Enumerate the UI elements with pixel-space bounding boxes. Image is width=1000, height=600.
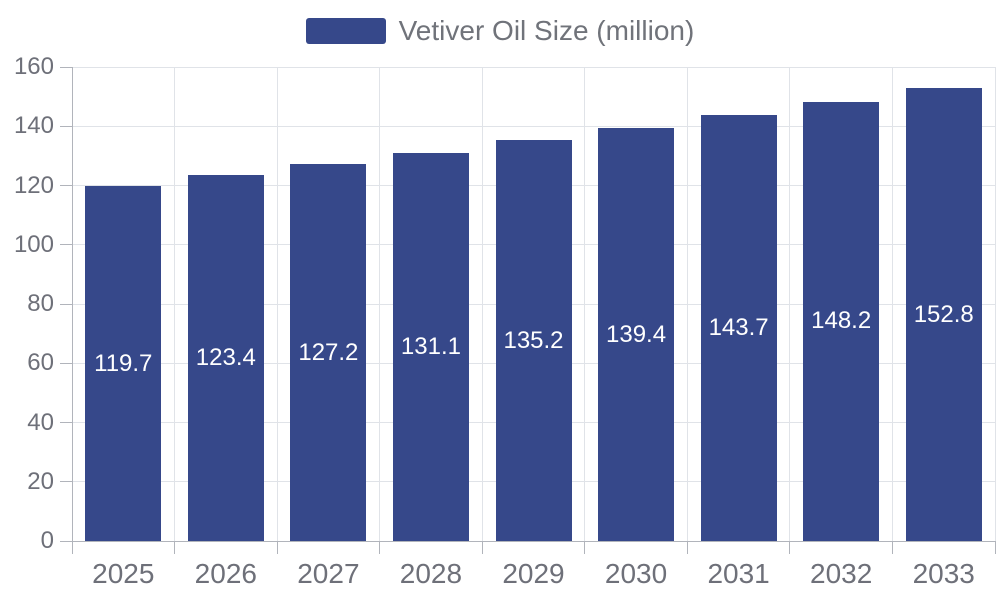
y-axis-tick bbox=[60, 185, 72, 186]
x-tick-label: 2026 bbox=[194, 558, 257, 589]
x-tick-label: 2033 bbox=[912, 558, 975, 589]
x-gridline bbox=[584, 67, 586, 541]
y-axis-tick bbox=[60, 362, 72, 364]
x-gridline bbox=[686, 67, 688, 541]
y-axis-tick bbox=[60, 481, 72, 483]
bar[interactable]: 127.2 bbox=[290, 164, 367, 541]
y-tick-label: 100 bbox=[13, 230, 54, 258]
y-axis-tick bbox=[60, 244, 72, 246]
x-tick-label: 2030 bbox=[604, 558, 668, 589]
bar[interactable]: 131.1 bbox=[392, 152, 469, 541]
bar-value-label: 148.2 bbox=[811, 307, 872, 335]
y-tick-label: 160 bbox=[13, 53, 54, 80]
y-tick-label: 20 bbox=[27, 467, 54, 495]
y-gridline bbox=[72, 125, 995, 127]
x-gridline bbox=[789, 67, 791, 541]
x-tick-label: 2032 bbox=[810, 558, 873, 589]
y-gridline bbox=[72, 66, 995, 68]
bar[interactable]: 119.7 bbox=[85, 186, 162, 541]
y-axis-tick bbox=[60, 66, 72, 68]
y-axis-tick bbox=[60, 303, 72, 305]
bar-value-label: 143.7 bbox=[708, 314, 769, 342]
x-tick-label: 2025 bbox=[92, 558, 155, 589]
x-tick-label: 2027 bbox=[297, 558, 360, 589]
y-tick-label: 120 bbox=[13, 171, 54, 199]
bar[interactable]: 139.4 bbox=[598, 128, 675, 541]
legend-label: Vetiver Oil Size (million) bbox=[398, 15, 695, 46]
x-axis-tick bbox=[481, 541, 483, 554]
y-tick-label: 0 bbox=[40, 527, 54, 554]
bar[interactable]: 143.7 bbox=[700, 115, 777, 541]
bar-value-label: 127.2 bbox=[298, 338, 359, 366]
y-tick-label: 140 bbox=[13, 112, 54, 140]
x-gridline bbox=[481, 67, 483, 541]
y-tick-label: 80 bbox=[27, 290, 54, 317]
x-axis-tick bbox=[379, 541, 381, 554]
y-axis-line bbox=[71, 67, 73, 541]
x-gridline bbox=[994, 67, 996, 541]
x-axis-tick bbox=[789, 541, 791, 554]
x-tick-label: 2029 bbox=[502, 558, 565, 589]
legend-item[interactable]: Vetiver Oil Size (million) bbox=[0, 15, 1000, 47]
x-axis-tick bbox=[891, 541, 893, 554]
bar[interactable]: 135.2 bbox=[495, 140, 572, 541]
bar-value-label: 152.8 bbox=[913, 300, 974, 328]
bar-value-label: 135.2 bbox=[503, 326, 564, 354]
y-axis-tick bbox=[60, 540, 72, 542]
y-tick-label: 40 bbox=[27, 408, 54, 436]
x-axis-tick bbox=[276, 541, 278, 554]
x-axis-tick bbox=[174, 541, 176, 554]
x-gridline bbox=[276, 67, 278, 541]
y-axis-tick bbox=[60, 422, 72, 423]
x-tick-label: 2031 bbox=[707, 558, 770, 589]
x-axis-line bbox=[72, 540, 995, 542]
y-tick-label: 60 bbox=[27, 349, 54, 377]
bar-value-label: 131.1 bbox=[400, 332, 461, 360]
x-gridline bbox=[891, 67, 893, 541]
bar[interactable]: 148.2 bbox=[803, 101, 880, 541]
bar[interactable]: 123.4 bbox=[187, 175, 264, 541]
x-axis-tick bbox=[71, 541, 73, 554]
x-gridline bbox=[174, 67, 176, 541]
x-axis-tick bbox=[584, 541, 586, 554]
bar-value-label: 139.4 bbox=[606, 320, 667, 348]
x-gridline bbox=[379, 67, 381, 541]
bar[interactable]: 152.8 bbox=[905, 88, 982, 541]
legend-swatch bbox=[305, 18, 386, 44]
bar-value-label: 123.4 bbox=[195, 344, 256, 372]
plot-area: 0 20 40 60 80 100 120 140 160 119.7 123.4 127.2 131.… bbox=[14, 53, 996, 589]
x-axis-tick bbox=[686, 541, 688, 554]
bar-value-label: 119.7 bbox=[94, 349, 153, 377]
x-tick-label: 2028 bbox=[399, 558, 463, 589]
y-axis-tick bbox=[60, 125, 72, 127]
x-axis-tick bbox=[994, 541, 996, 554]
